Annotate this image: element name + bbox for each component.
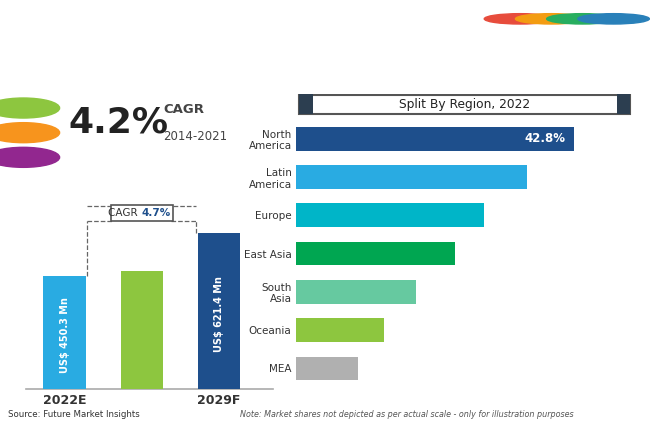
Circle shape (515, 14, 587, 24)
Bar (299, 93, 313, 104)
Bar (296, 318, 384, 342)
Circle shape (578, 14, 649, 24)
Text: CAGR: CAGR (163, 104, 204, 116)
Bar (299, 104, 313, 115)
Text: Future Market Insights: Future Market Insights (506, 80, 580, 86)
Circle shape (0, 123, 60, 143)
Text: US$ 621.4 Mn: US$ 621.4 Mn (214, 276, 224, 352)
Text: 2014-2021: 2014-2021 (163, 130, 227, 143)
Bar (617, 93, 630, 104)
Circle shape (0, 98, 60, 118)
Text: 42.8%: 42.8% (525, 132, 566, 145)
Text: Split By Region, 2022: Split By Region, 2022 (399, 98, 530, 111)
Bar (296, 242, 455, 265)
Text: 4.2%: 4.2% (68, 106, 168, 140)
Text: US$ 450.3 Mn: US$ 450.3 Mn (60, 297, 70, 373)
Bar (120, 271, 163, 389)
Bar (296, 203, 484, 227)
Bar (296, 165, 526, 189)
Bar (296, 127, 574, 151)
Bar (296, 280, 416, 304)
Text: CAGR: CAGR (109, 208, 141, 218)
Text: Global Cotinine Screening Devices Market Analysis: Global Cotinine Screening Devices Market… (16, 27, 515, 45)
Text: Source: Future Market Insights: Source: Future Market Insights (8, 410, 140, 419)
Text: 4.7%: 4.7% (141, 208, 170, 218)
Text: Note: Market shares not depicted as per actual scale - only for illustration pur: Note: Market shares not depicted as per … (240, 410, 574, 419)
Circle shape (547, 14, 618, 24)
Text: fmi: fmi (520, 46, 566, 70)
Bar (296, 357, 358, 380)
Bar (44, 276, 86, 389)
FancyBboxPatch shape (111, 205, 173, 221)
Circle shape (0, 147, 60, 167)
Bar (198, 233, 240, 389)
Circle shape (484, 14, 556, 24)
Text: 2022-2029: 2022-2029 (16, 66, 121, 84)
Bar (617, 104, 630, 115)
